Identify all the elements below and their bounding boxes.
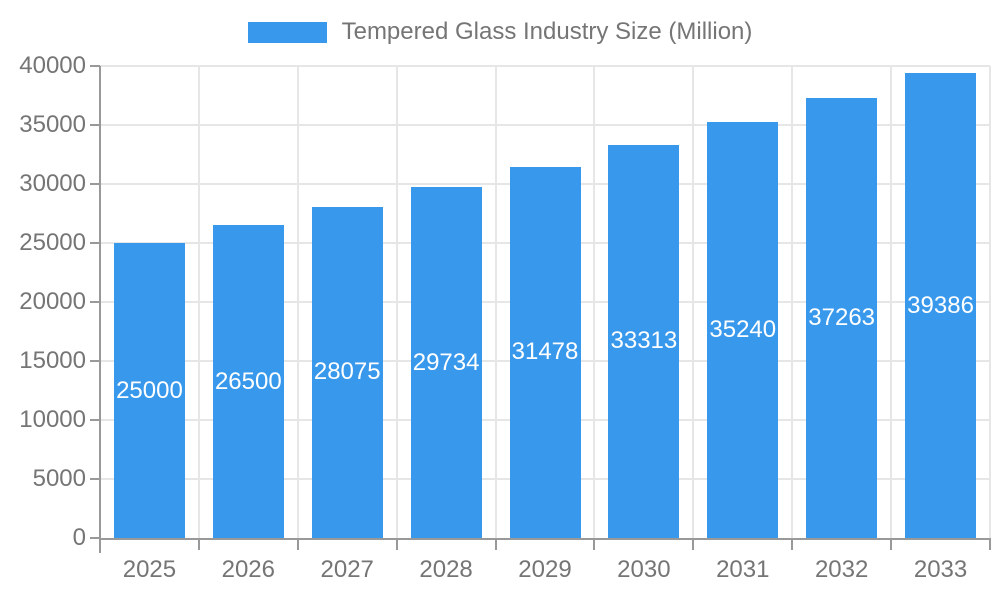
y-axis-tick [90, 301, 100, 303]
bar-value-label: 29734 [412, 348, 480, 376]
y-tick-label: 5000 [32, 465, 86, 492]
x-axis-tick [593, 538, 596, 550]
vertical-gridline [989, 66, 991, 538]
vertical-gridline [791, 66, 794, 538]
x-axis-tick [296, 538, 299, 550]
bar-value-label: 39386 [907, 291, 974, 319]
x-axis-tick [395, 538, 398, 550]
legend[interactable]: Tempered Glass Industry Size (Million) [0, 18, 1000, 45]
y-tick-label: 15000 [19, 347, 86, 374]
x-tick-label: 2029 [518, 556, 572, 583]
bar-value-label: 26500 [214, 367, 282, 395]
x-tick-label: 2031 [716, 556, 770, 583]
bar-value-label: 37263 [808, 304, 876, 332]
x-tick-label: 2026 [221, 556, 275, 583]
x-axis-tick [692, 538, 695, 550]
vertical-gridline [197, 66, 200, 538]
x-axis-labels: 2025 2026 2027 2028 2029 2030 2031 2032 2033 [100, 556, 990, 586]
bar[interactable]: 29734 [410, 187, 482, 538]
legend-label: Tempered Glass Industry Size (Million) [341, 18, 753, 45]
bar[interactable]: 28075 [311, 206, 383, 538]
y-tick-label: 30000 [19, 170, 86, 197]
y-axis-tick [90, 242, 100, 244]
vertical-gridline [692, 66, 695, 538]
x-axis-tick [494, 538, 497, 550]
y-tick-label: 35000 [19, 111, 86, 138]
x-axis-tick [197, 538, 200, 550]
bar[interactable]: 37263 [806, 98, 878, 538]
legend-swatch [247, 21, 327, 43]
bar[interactable]: 39386 [905, 73, 977, 538]
y-axis-tick [90, 183, 100, 185]
bar[interactable]: 26500 [212, 225, 284, 538]
x-axis-tick [890, 538, 893, 550]
y-axis-tick [90, 478, 100, 480]
vertical-gridline [890, 66, 893, 538]
bar[interactable]: 35240 [707, 122, 779, 538]
x-axis-tick [99, 538, 101, 550]
x-tick-label: 2027 [320, 556, 374, 583]
bar[interactable]: 33313 [608, 144, 680, 538]
y-axis-tick [90, 65, 100, 67]
bar-value-label: 25000 [116, 376, 183, 404]
horizontal-gridline [100, 124, 990, 126]
y-tick-label: 25000 [19, 229, 86, 256]
bar[interactable]: 31478 [509, 166, 581, 538]
x-axis-line [100, 538, 990, 540]
vertical-gridline [395, 66, 398, 538]
bar-value-label: 33313 [610, 327, 678, 355]
y-axis-tick [90, 360, 100, 362]
y-axis-line [99, 66, 101, 553]
x-tick-label: 2028 [419, 556, 473, 583]
horizontal-gridline [100, 65, 990, 67]
y-axis-labels: 0 5000 10000 15000 20000 25000 30000 35000 40000 [0, 53, 94, 551]
y-axis-tick [90, 537, 100, 539]
y-tick-label: 10000 [19, 406, 86, 433]
y-tick-label: 20000 [19, 288, 86, 315]
bar-value-label: 35240 [709, 316, 777, 344]
x-tick-label: 2030 [617, 556, 671, 583]
x-tick-label: 2025 [122, 556, 177, 583]
vertical-gridline [494, 66, 497, 538]
bar-value-label: 28075 [313, 358, 381, 386]
bar[interactable]: 25000 [113, 243, 185, 538]
x-tick-label: 2033 [913, 556, 968, 583]
x-axis-tick [791, 538, 794, 550]
y-axis-tick [90, 124, 100, 126]
x-axis-tick [989, 538, 991, 550]
y-tick-label: 40000 [19, 52, 86, 79]
plot-area: 25000 26500 28075 29734 31478 33313 35240 37263… [100, 65, 991, 538]
vertical-gridline [593, 66, 596, 538]
bar-value-label: 31478 [511, 338, 579, 366]
y-axis-tick [90, 419, 100, 421]
vertical-gridline [296, 66, 299, 538]
y-tick-label: 0 [72, 524, 86, 551]
x-tick-label: 2032 [814, 556, 869, 583]
